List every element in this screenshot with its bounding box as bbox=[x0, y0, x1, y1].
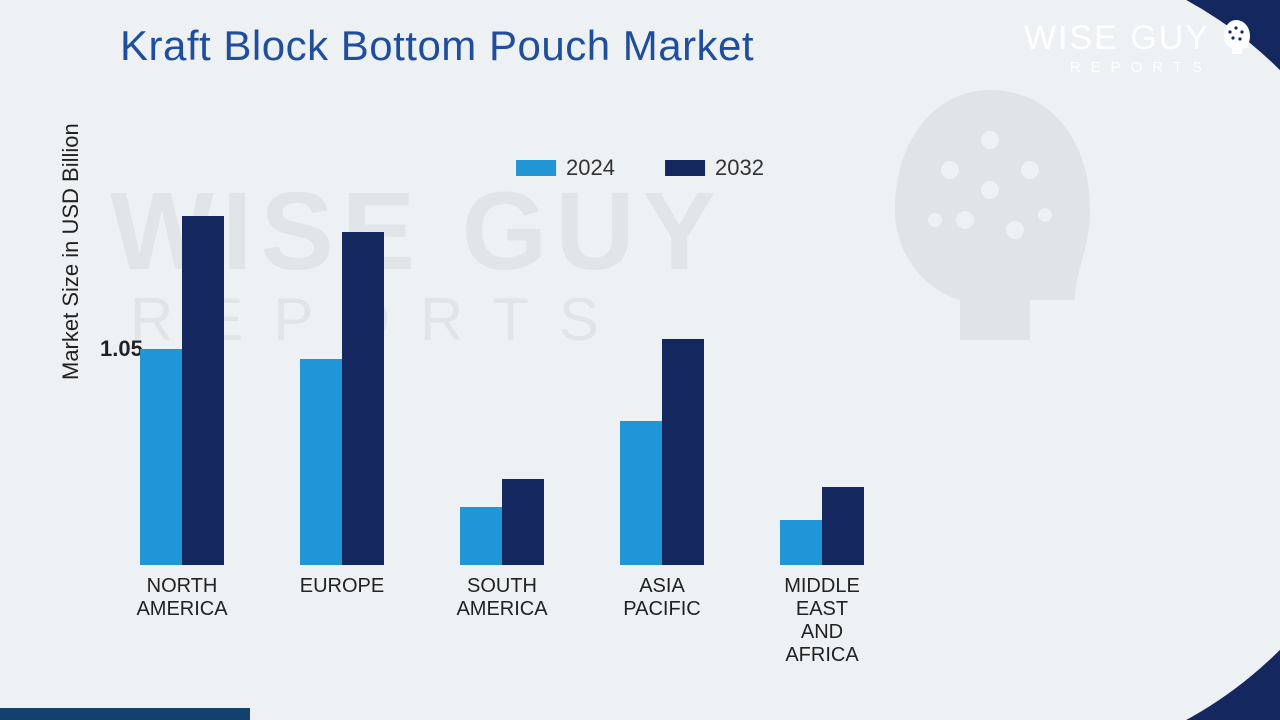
bar bbox=[662, 339, 704, 565]
infographic-canvas: WISE GUY REPORTS Kraft Block Bottom Pouc… bbox=[0, 0, 1280, 720]
plot-area bbox=[140, 195, 940, 565]
bar-group bbox=[300, 232, 384, 565]
brand-logo: WISE GUY REPORTS bbox=[1024, 18, 1256, 75]
x-tick-label: SOUTH AMERICA bbox=[456, 575, 547, 621]
bar bbox=[300, 359, 342, 565]
x-tick-label: EUROPE bbox=[300, 575, 384, 598]
bar bbox=[822, 487, 864, 565]
bar bbox=[140, 349, 182, 565]
legend-swatch-2032 bbox=[665, 160, 705, 176]
y-tick-label: 1.05 bbox=[100, 336, 143, 362]
legend: 2024 2032 bbox=[516, 155, 764, 181]
bar-group bbox=[140, 216, 224, 565]
legend-swatch-2024 bbox=[516, 160, 556, 176]
x-tick-label: ASIA PACIFIC bbox=[623, 575, 700, 621]
bottom-accent-bar bbox=[0, 708, 250, 720]
bar-group bbox=[620, 339, 704, 565]
bar bbox=[342, 232, 384, 565]
bar bbox=[620, 421, 662, 565]
brand-head-icon bbox=[1216, 18, 1256, 58]
x-tick-label: MIDDLE EAST AND AFRICA bbox=[784, 575, 860, 667]
legend-label-2024: 2024 bbox=[566, 155, 615, 181]
chart-title: Kraft Block Bottom Pouch Market bbox=[120, 22, 754, 70]
bar bbox=[502, 479, 544, 565]
brand-line1: WISE GUY bbox=[1024, 21, 1210, 55]
x-tick-label: NORTH AMERICA bbox=[136, 575, 227, 621]
legend-label-2032: 2032 bbox=[715, 155, 764, 181]
bar bbox=[460, 507, 502, 565]
brand-line2: REPORTS bbox=[1024, 60, 1212, 75]
bar-group bbox=[780, 487, 864, 565]
bar bbox=[182, 216, 224, 565]
legend-item-2024: 2024 bbox=[516, 155, 615, 181]
legend-item-2032: 2032 bbox=[665, 155, 764, 181]
y-axis-label: Market Size in USD Billion bbox=[58, 123, 84, 380]
bar-group bbox=[460, 479, 544, 565]
bar bbox=[780, 520, 822, 565]
